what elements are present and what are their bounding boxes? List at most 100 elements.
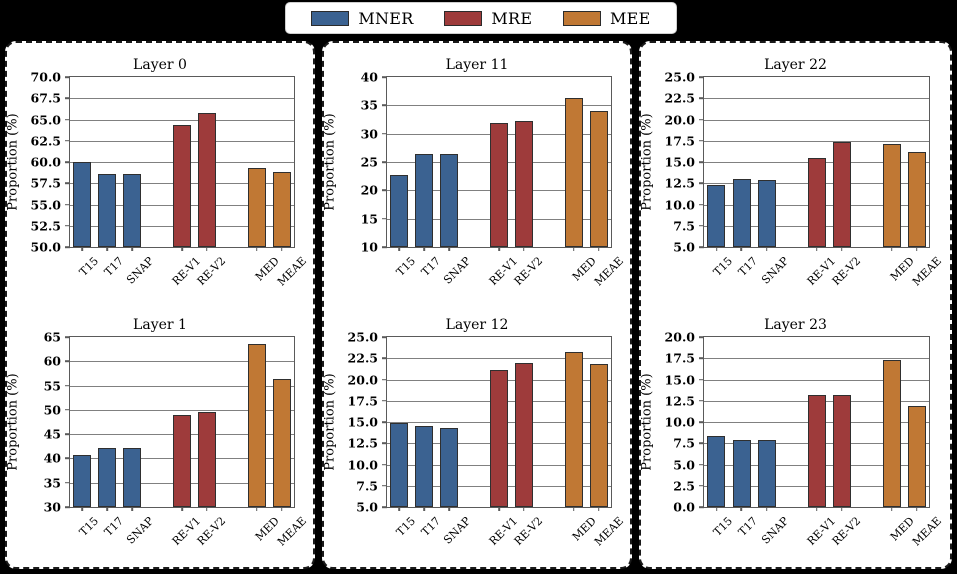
x-tick-mark (572, 507, 575, 511)
y-tick-label: 55 (43, 378, 61, 394)
y-tick-label: 60.0 (30, 154, 61, 170)
y-tick-mark (65, 246, 70, 248)
y-tick-mark (382, 506, 387, 508)
subplot-title: Layer 11 (445, 57, 509, 73)
y-tick-label: 0.0 (673, 499, 695, 515)
y-axis-label: Proportion (%) (5, 113, 21, 211)
bar-t15 (707, 436, 726, 507)
x-tick-label: RE-V1 (804, 254, 838, 288)
bar-med (882, 144, 901, 247)
y-tick-label: 40 (360, 69, 378, 85)
y-tick-label: 22.5 (664, 90, 695, 106)
x-tick-label: T17 (418, 254, 443, 279)
plot-area: 30 35 40 45 50 55 60 65 T15 T17 SNAP RE-V1 RE-V2 MED M… (44, 330, 309, 549)
subplot-title: Layer 1 (133, 317, 187, 333)
x-tick-label: SNAP (758, 254, 791, 287)
legend-entry-mner[interactable]: MNER (311, 9, 413, 28)
bar-re-v1 (807, 394, 826, 507)
y-tick-mark (382, 246, 387, 248)
y-tick-mark (382, 76, 387, 78)
legend-entry-mee[interactable]: MEE (563, 9, 651, 28)
x-tick-mark (715, 507, 718, 511)
y-tick-mark (65, 118, 70, 121)
y-tick-mark (382, 132, 387, 135)
y-tick-label: 30 (360, 126, 378, 142)
y-tick-label: 12.5 (664, 393, 695, 409)
bar-t17 (98, 448, 117, 507)
subplot-layer-12: Layer 12 Proportion (%) 5.0 7.5 10.0 12.5 15.0… (323, 305, 630, 569)
bar-t17 (732, 179, 751, 247)
subplot-layer-11: Layer 11 Proportion (%) 10 15 20 25 30 35 40 T15 T… (323, 45, 630, 309)
y-tick-mark (699, 506, 704, 508)
bar-med (247, 344, 266, 507)
plot-area: 10 15 20 25 30 35 40 T15 T17 SNAP RE-V1 RE-V2 MED MEA… (361, 70, 626, 289)
bar-t17 (98, 173, 117, 247)
x-tick-mark (890, 247, 893, 251)
y-tick-mark (699, 76, 704, 78)
x-tick-mark (106, 247, 109, 251)
y-tick-label: 15.0 (347, 414, 378, 430)
x-tick-mark (81, 507, 84, 511)
x-tick-mark (498, 507, 500, 511)
y-tick-mark (699, 139, 704, 142)
x-tick-mark (815, 247, 818, 251)
y-tick-mark (699, 463, 704, 466)
bar-re-v2 (832, 142, 851, 247)
x-tick-label: MEAE (591, 514, 626, 549)
bar-re-v1 (490, 370, 508, 507)
bar-snap (440, 427, 459, 507)
y-tick-mark (699, 421, 704, 423)
y-tick-mark (65, 76, 70, 78)
y-tick-mark (699, 378, 704, 381)
y-tick-label: 65.0 (30, 112, 61, 127)
bar-t15 (73, 162, 92, 247)
x-tick-label: T15 (710, 254, 736, 279)
bar-meae (589, 364, 608, 507)
bar-snap (440, 154, 459, 247)
y-axis-label: Proportion (%) (639, 113, 655, 211)
gridline (704, 119, 929, 121)
y-tick-mark (699, 336, 704, 338)
bar-med (882, 359, 901, 507)
y-tick-label: 5.0 (356, 499, 378, 515)
y-tick-label: 55.0 (30, 197, 61, 212)
x-tick-mark (740, 247, 743, 251)
y-tick-mark (382, 442, 387, 445)
bar-t17 (415, 426, 434, 507)
x-tick-label: MEAE (909, 254, 944, 289)
x-tick-mark (131, 507, 134, 511)
y-tick-label: 35 (43, 475, 61, 491)
y-tick-label: 5.0 (673, 239, 695, 255)
gridline (70, 98, 294, 100)
gridline (70, 409, 294, 411)
x-tick-label: T15 (393, 514, 418, 539)
y-tick-label: 7.5 (356, 478, 378, 494)
chart-legend: MNER MRE MEE (285, 2, 677, 34)
y-tick-label: 15.0 (664, 154, 695, 170)
x-tick-label: T15 (710, 514, 736, 539)
x-tick-mark (498, 247, 500, 251)
subplot-title: Layer 22 (764, 57, 827, 73)
y-tick-label: 50.0 (30, 239, 61, 255)
y-tick-mark (699, 484, 704, 487)
panel-column-2: Layer 22 Proportion (%) 5.0 7.5 10.0 12.5 15.0… (639, 41, 952, 569)
x-tick-mark (815, 507, 818, 511)
y-tick-label: 15.0 (664, 372, 695, 387)
bar-re-v2 (514, 120, 533, 247)
x-tick-label: SNAP (441, 514, 474, 547)
gridline (704, 140, 929, 142)
y-tick-label: 35 (360, 97, 378, 113)
bar-t17 (732, 439, 751, 507)
subplot-layer-0: Layer 0 Proportion (%) 50.0 52.5 55.0 57.5 60.… (5, 45, 313, 309)
subplot-title: Layer 12 (445, 317, 509, 333)
y-tick-mark (699, 399, 704, 402)
x-tick-mark (181, 247, 183, 251)
y-tick-mark (65, 506, 70, 508)
y-tick-mark (65, 182, 70, 185)
y-tick-mark (65, 409, 70, 411)
y-tick-mark (382, 104, 387, 107)
bar-med (564, 97, 583, 247)
legend-entry-mre[interactable]: MRE (444, 9, 532, 28)
y-axis-label: Proportion (%) (5, 373, 21, 471)
x-tick-label: T17 (101, 254, 126, 279)
